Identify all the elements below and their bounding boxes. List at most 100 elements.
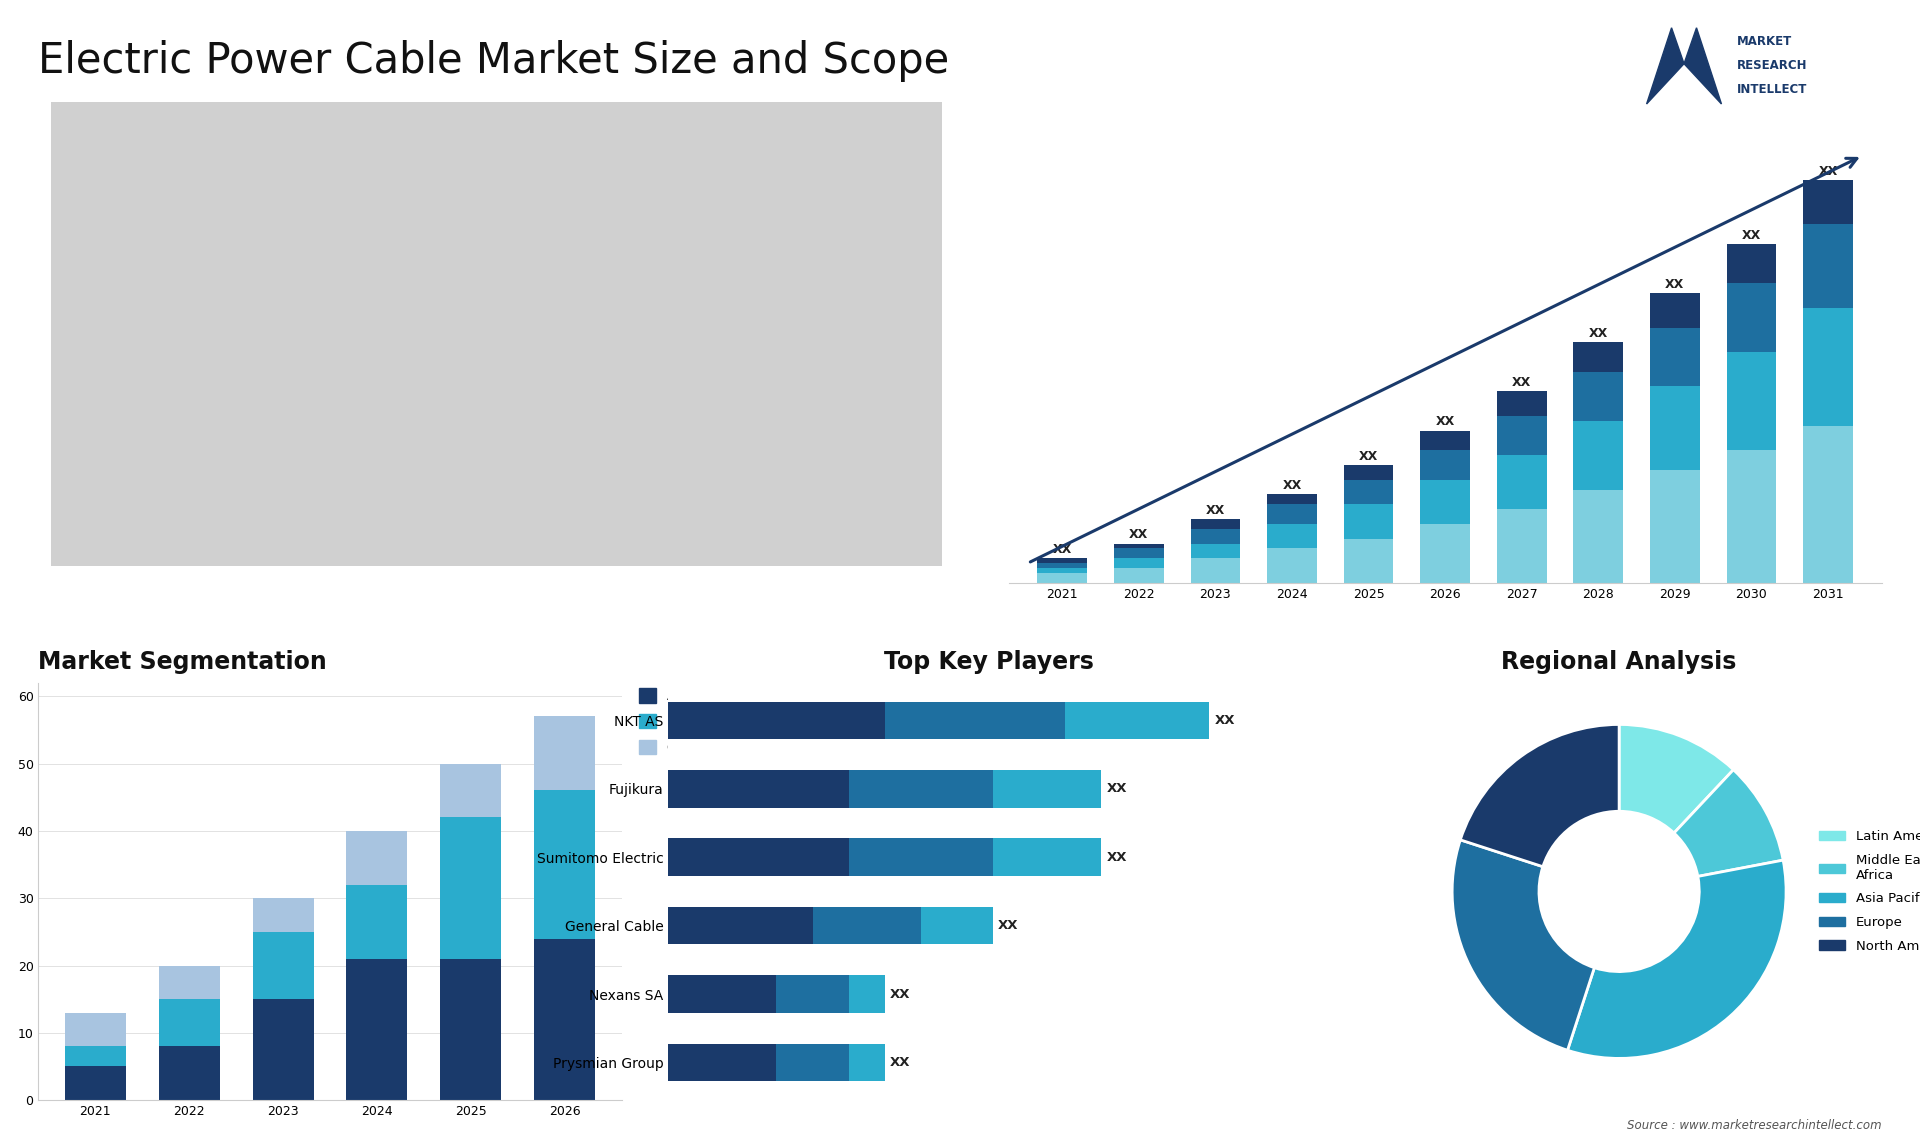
- Bar: [1037, 568, 1087, 573]
- Bar: [1649, 328, 1699, 386]
- Bar: [159, 999, 219, 1046]
- Bar: [1803, 425, 1853, 583]
- Bar: [1649, 293, 1699, 328]
- Bar: [346, 831, 407, 885]
- Text: INTELLECT: INTELLECT: [1736, 84, 1807, 96]
- Bar: [1572, 421, 1622, 489]
- Text: XX: XX: [1436, 415, 1455, 429]
- Text: MARKET: MARKET: [1736, 36, 1791, 48]
- Bar: [668, 1044, 776, 1081]
- Bar: [534, 939, 595, 1100]
- Bar: [1114, 568, 1164, 583]
- Bar: [1572, 343, 1622, 371]
- Bar: [1190, 558, 1240, 583]
- Bar: [885, 701, 1066, 739]
- Bar: [159, 1046, 219, 1100]
- Text: XX: XX: [1106, 850, 1127, 864]
- Wedge shape: [1452, 840, 1594, 1050]
- Bar: [668, 906, 812, 944]
- Bar: [849, 839, 993, 876]
- Bar: [1114, 549, 1164, 558]
- Text: XX: XX: [1206, 503, 1225, 517]
- Bar: [1572, 371, 1622, 421]
- Bar: [1267, 504, 1317, 524]
- Text: Market Segmentation: Market Segmentation: [38, 650, 326, 674]
- Wedge shape: [1461, 724, 1619, 866]
- Polygon shape: [1647, 28, 1722, 104]
- Bar: [1190, 519, 1240, 528]
- Text: Electric Power Cable Market Size and Scope: Electric Power Cable Market Size and Sco…: [38, 40, 950, 83]
- Title: Regional Analysis: Regional Analysis: [1501, 650, 1738, 674]
- Text: XX: XX: [1052, 543, 1071, 556]
- Bar: [1037, 558, 1087, 563]
- Text: XX: XX: [1359, 449, 1379, 463]
- Bar: [1421, 480, 1471, 524]
- Bar: [1190, 543, 1240, 558]
- Bar: [440, 959, 501, 1100]
- Bar: [776, 975, 849, 1013]
- Bar: [1498, 509, 1548, 583]
- Bar: [65, 1046, 127, 1067]
- Text: XX: XX: [998, 919, 1020, 932]
- Text: XX: XX: [1129, 528, 1148, 541]
- Bar: [1649, 470, 1699, 583]
- Bar: [534, 716, 595, 791]
- Text: XX: XX: [1588, 327, 1607, 339]
- Bar: [1726, 450, 1776, 583]
- Bar: [159, 965, 219, 999]
- Bar: [1726, 352, 1776, 450]
- Bar: [1421, 450, 1471, 480]
- Bar: [1803, 180, 1853, 225]
- Bar: [668, 770, 849, 808]
- Text: XX: XX: [1215, 714, 1235, 727]
- Bar: [253, 898, 313, 932]
- Bar: [65, 1067, 127, 1100]
- Text: XX: XX: [1665, 277, 1684, 291]
- Bar: [440, 763, 501, 817]
- Bar: [253, 932, 313, 999]
- Bar: [440, 817, 501, 959]
- Bar: [668, 839, 849, 876]
- Bar: [1267, 524, 1317, 549]
- Legend: Latin America, Middle East &
Africa, Asia Pacific, Europe, North America: Latin America, Middle East & Africa, Asi…: [1814, 825, 1920, 958]
- Bar: [1037, 563, 1087, 568]
- Text: XX: XX: [1283, 479, 1302, 492]
- Bar: [1190, 528, 1240, 543]
- Bar: [1114, 543, 1164, 549]
- Wedge shape: [1567, 861, 1786, 1059]
- Bar: [1421, 431, 1471, 450]
- Wedge shape: [1619, 724, 1734, 833]
- Bar: [922, 906, 993, 944]
- Bar: [65, 1013, 127, 1046]
- Bar: [1344, 539, 1394, 583]
- Bar: [1498, 391, 1548, 416]
- Bar: [346, 885, 407, 959]
- Text: XX: XX: [891, 988, 910, 1000]
- Bar: [668, 701, 885, 739]
- Bar: [993, 770, 1100, 808]
- Text: XX: XX: [891, 1055, 910, 1069]
- Bar: [1066, 701, 1210, 739]
- Bar: [1114, 558, 1164, 568]
- Title: Top Key Players: Top Key Players: [885, 650, 1094, 674]
- Bar: [1803, 225, 1853, 308]
- Bar: [1498, 455, 1548, 509]
- Wedge shape: [1674, 770, 1784, 877]
- Bar: [1421, 524, 1471, 583]
- Bar: [849, 975, 885, 1013]
- Bar: [849, 1044, 885, 1081]
- Bar: [1726, 283, 1776, 352]
- Bar: [1649, 386, 1699, 470]
- Bar: [993, 839, 1100, 876]
- Bar: [1037, 573, 1087, 583]
- Bar: [812, 906, 922, 944]
- Bar: [534, 791, 595, 939]
- Bar: [1344, 480, 1394, 504]
- Text: XX: XX: [1513, 376, 1532, 388]
- Text: XX: XX: [1106, 783, 1127, 795]
- Bar: [668, 975, 776, 1013]
- Bar: [1498, 416, 1548, 455]
- Text: XX: XX: [1741, 228, 1761, 242]
- Bar: [253, 999, 313, 1100]
- Bar: [346, 959, 407, 1100]
